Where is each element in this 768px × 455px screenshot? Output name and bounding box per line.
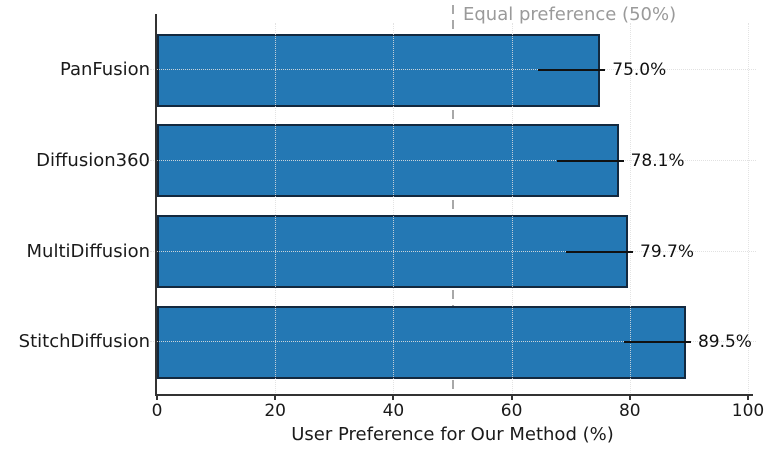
x-tick-label: 0 (151, 401, 163, 421)
y-gridline (150, 250, 756, 252)
value-leader-line (623, 341, 691, 344)
x-gridline (511, 23, 513, 393)
value-label: 79.7% (640, 241, 695, 262)
x-gridline (748, 23, 749, 393)
x-tick-mark (274, 396, 277, 400)
bar (157, 33, 601, 107)
x-tick-label: 80 (618, 401, 641, 421)
value-label: 78.1% (630, 150, 685, 171)
category-label: StitchDiffusion (18, 331, 150, 353)
value-leader-line (566, 250, 634, 253)
x-tick-label: 40 (382, 401, 405, 421)
reference-line (451, 5, 454, 392)
y-gridline (150, 159, 756, 161)
x-tick-mark (628, 396, 631, 400)
category-label: PanFusion (59, 59, 150, 81)
x-tick-mark (510, 396, 513, 400)
value-leader-line (538, 69, 606, 72)
y-gridline (150, 69, 756, 71)
category-label: MultiDiffusion (26, 240, 150, 262)
x-axis-title: User Preference for Our Method (%) (291, 424, 614, 445)
x-tick-label: 100 (731, 401, 765, 421)
bar (157, 124, 619, 198)
x-gridline (629, 23, 631, 393)
bar (157, 305, 686, 379)
value-label: 89.5% (697, 332, 752, 353)
value-label: 75.0% (612, 60, 667, 81)
category-label: Diffusion360 (36, 149, 150, 171)
x-tick-mark (392, 396, 395, 400)
x-axis-spine (155, 394, 753, 396)
value-leader-line (556, 159, 624, 162)
x-tick-mark (747, 396, 749, 400)
x-tick-label: 60 (500, 401, 523, 421)
x-tick-label: 20 (264, 401, 286, 421)
y-axis-spine (155, 14, 157, 395)
x-gridline (275, 23, 277, 393)
reference-line-label: Equal preference (50%) (463, 4, 677, 25)
bar (157, 215, 629, 288)
x-tick-mark (156, 396, 158, 400)
x-gridline (393, 23, 395, 393)
y-gridline (150, 341, 756, 343)
